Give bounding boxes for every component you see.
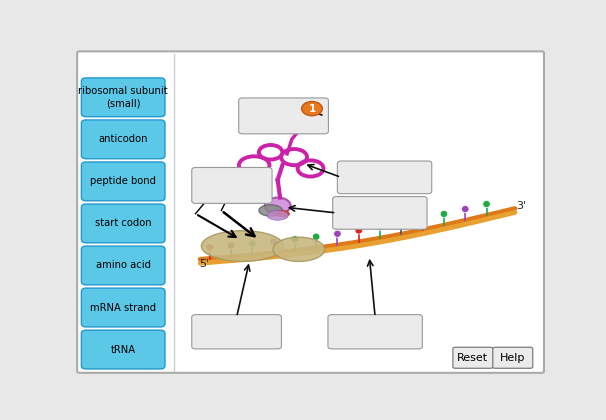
FancyBboxPatch shape [191,315,281,349]
FancyBboxPatch shape [81,120,165,159]
Ellipse shape [259,205,282,216]
Text: 3': 3' [516,201,526,211]
Text: mRNA strand: mRNA strand [90,302,156,312]
FancyBboxPatch shape [77,51,544,373]
FancyBboxPatch shape [493,347,533,368]
Text: ribosomal subunit
(small): ribosomal subunit (small) [78,87,168,108]
Text: anticodon: anticodon [98,134,148,144]
FancyBboxPatch shape [81,204,165,243]
FancyBboxPatch shape [81,162,165,201]
Ellipse shape [376,223,384,231]
Ellipse shape [291,236,299,243]
FancyBboxPatch shape [453,347,493,368]
Ellipse shape [462,205,469,213]
FancyBboxPatch shape [81,246,165,285]
Text: tRNA: tRNA [111,344,136,354]
Ellipse shape [227,242,235,249]
Text: peptide bond: peptide bond [90,176,156,186]
Ellipse shape [275,210,290,217]
Ellipse shape [273,237,325,261]
Ellipse shape [206,244,213,251]
FancyBboxPatch shape [81,330,165,369]
Text: 1: 1 [308,104,316,114]
Ellipse shape [248,240,256,247]
Ellipse shape [265,197,291,214]
FancyBboxPatch shape [191,168,272,203]
Text: start codon: start codon [95,218,152,228]
Ellipse shape [483,200,490,207]
Text: 5': 5' [199,259,210,269]
FancyBboxPatch shape [338,161,431,194]
FancyBboxPatch shape [328,315,422,349]
Text: Reset: Reset [458,353,488,363]
Ellipse shape [267,210,288,220]
Ellipse shape [334,230,341,237]
Ellipse shape [201,231,284,261]
Ellipse shape [398,219,405,226]
Ellipse shape [440,210,448,218]
FancyBboxPatch shape [239,98,328,134]
Ellipse shape [270,238,278,245]
Text: amino acid: amino acid [96,260,151,270]
Ellipse shape [355,227,362,234]
Ellipse shape [312,233,320,240]
FancyBboxPatch shape [81,288,165,327]
Ellipse shape [419,215,427,222]
FancyBboxPatch shape [333,197,427,229]
FancyBboxPatch shape [81,78,165,117]
Text: Help: Help [500,353,525,363]
Circle shape [302,102,322,116]
